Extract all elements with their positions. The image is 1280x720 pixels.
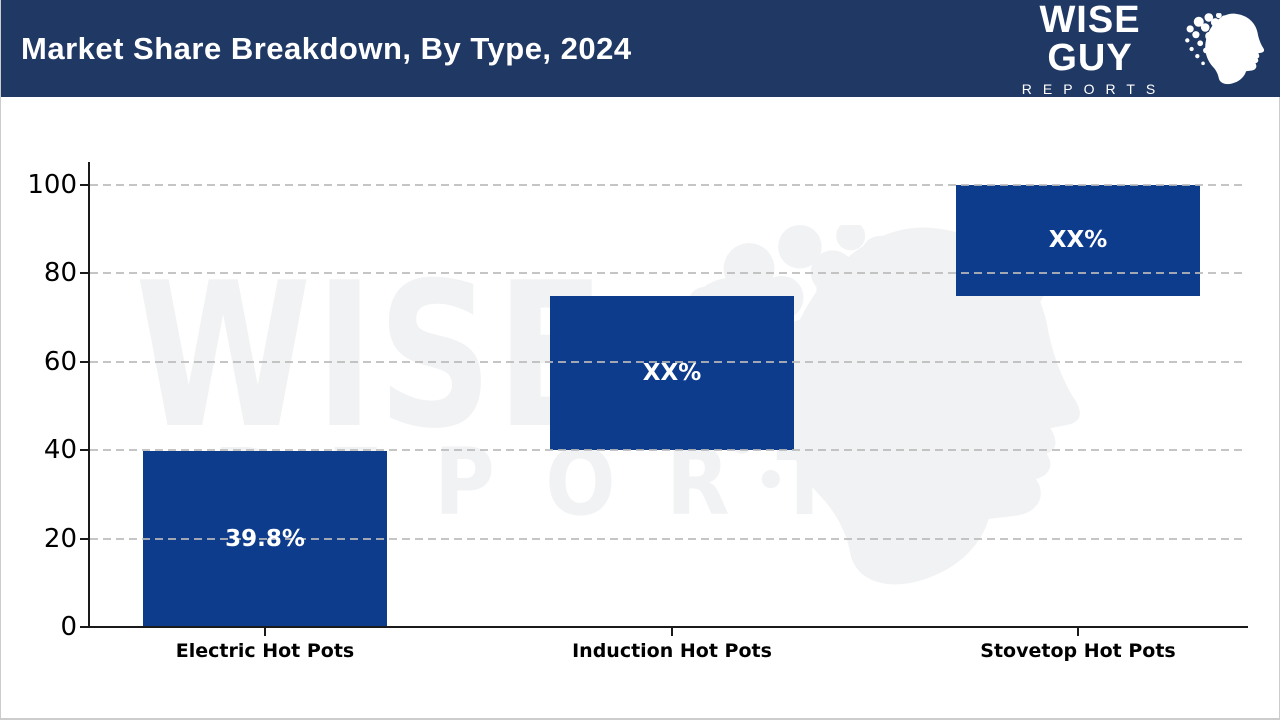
x-category-label: Stovetop Hot Pots — [980, 640, 1176, 662]
x-category-label: Induction Hot Pots — [572, 640, 772, 662]
x-tick-mark — [671, 628, 673, 636]
y-tick-mark-100 — [80, 184, 88, 186]
y-tick-mark-80 — [80, 272, 88, 275]
y-tick-label-0: 0 — [60, 612, 77, 642]
y-tick-label-20: 20 — [43, 523, 77, 554]
y-tick-label-60: 60 — [43, 346, 77, 377]
bar-stovetop-hot-pots — [956, 185, 1200, 296]
bar-chart: WISE GUY REPORTS 02040608010039.8%Electr… — [1, 97, 1280, 720]
y-tick-label-100: 100 — [27, 170, 77, 200]
wise-guy-reports-logo: WISE GUY REPORTS — [1001, 1, 1269, 97]
x-axis-spine — [88, 626, 1248, 628]
y-tick-mark-0 — [80, 626, 88, 628]
gridline-100 — [90, 184, 1247, 186]
y-tick-mark-20 — [80, 537, 88, 540]
y-tick-mark-60 — [80, 360, 88, 363]
y-tick-label-80: 80 — [43, 258, 77, 289]
gridline-20 — [90, 537, 1247, 540]
x-tick-mark — [264, 628, 266, 636]
logo-wordmark: WISE GUY — [1039, 0, 1141, 79]
logo-face-icon — [1183, 9, 1269, 89]
chart-title: Market Share Breakdown, By Type, 2024 — [21, 30, 632, 66]
gridline-60 — [90, 360, 1247, 363]
gridline-40 — [90, 449, 1247, 452]
y-axis-spine — [88, 162, 90, 628]
logo-text: WISE GUY REPORTS — [1001, 1, 1179, 97]
logo-subtitle: REPORTS — [1021, 81, 1167, 97]
gridline-80 — [90, 272, 1247, 275]
bar-value-label: XX% — [642, 359, 702, 386]
x-category-label: Electric Hot Pots — [175, 640, 355, 662]
bar-value-label: XX% — [1048, 227, 1108, 254]
y-tick-mark-40 — [80, 449, 88, 452]
bar-value-label: 39.8% — [225, 526, 305, 553]
bar-induction-hot-pots — [550, 295, 794, 451]
header-bar: Market Share Breakdown, By Type, 2024 WI… — [1, 0, 1280, 97]
y-tick-label-40: 40 — [43, 435, 77, 466]
x-tick-mark — [1077, 628, 1079, 636]
